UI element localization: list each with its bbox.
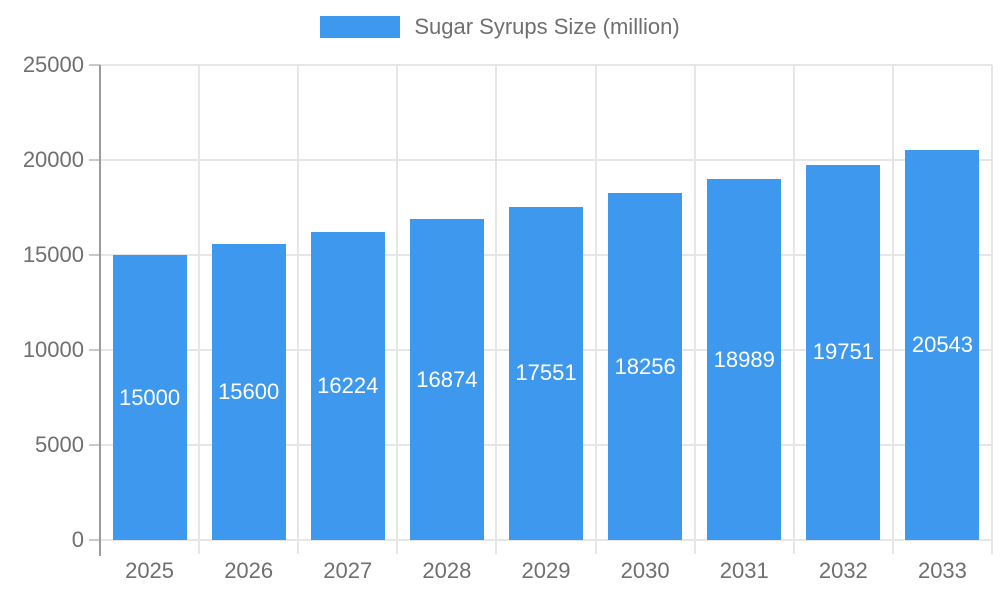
xtick-label-2031: 2031 [719, 558, 769, 583]
bar-2033: 20543 [905, 149, 980, 540]
ytick-label-25000: 25000 [22, 52, 84, 77]
xtick-label-2032: 2032 [818, 558, 868, 583]
gridline-x-2 [297, 65, 300, 554]
bar-2027: 16224 [310, 231, 385, 540]
ytick-label-15000: 15000 [22, 242, 84, 267]
bar-value-label-2030: 18256 [614, 353, 676, 379]
ytick-mark-20000 [89, 159, 100, 161]
bar-2032: 19751 [806, 164, 881, 540]
ytick-label-0: 0 [71, 527, 84, 552]
bar-value-label-2028: 16874 [416, 366, 478, 392]
gridline-x-3 [396, 65, 399, 554]
ytick-label-5000: 5000 [35, 432, 84, 457]
xtick-label-2027: 2027 [323, 558, 373, 583]
bar-value-label-2025: 15000 [118, 384, 181, 410]
bar-value-label-2031: 18989 [713, 346, 775, 372]
bar-value-label-2026: 15600 [218, 378, 280, 404]
ytick-mark-0 [89, 539, 100, 541]
legend-item-sugar-syrups[interactable]: Sugar Syrups Size (million) [320, 14, 680, 40]
bar-value-label-2032: 19751 [812, 339, 874, 365]
bar-2025: 15000 [112, 255, 187, 540]
legend-label: Sugar Syrups Size (million) [414, 14, 680, 39]
y-axis-line [99, 65, 101, 556]
gridline-x-1 [198, 65, 201, 554]
xtick-label-2030: 2030 [620, 558, 670, 583]
ytick-mark-5000 [89, 444, 100, 446]
xtick-label-2028: 2028 [422, 558, 472, 583]
ytick-mark-15000 [89, 254, 100, 256]
bar-value-label-2027: 16224 [317, 372, 379, 398]
legend-swatch [320, 16, 401, 38]
gridline-x-7 [792, 65, 795, 554]
xtick-label-2033: 2033 [917, 558, 967, 583]
xtick-label-2029: 2029 [521, 558, 571, 583]
ytick-label-20000: 20000 [22, 147, 84, 172]
bar-2029: 17551 [509, 206, 583, 540]
ytick-label-10000: 10000 [22, 337, 84, 362]
gridline-x-4 [495, 65, 498, 554]
bar-value-label-2029: 17551 [515, 360, 577, 386]
bar-2026: 15600 [211, 243, 286, 540]
legend: Sugar Syrups Size (million) [0, 14, 1000, 40]
gridline-x-5 [594, 65, 597, 554]
gridline-y-20000 [100, 159, 992, 161]
bar-2031: 18989 [707, 179, 782, 540]
xtick-label-2026: 2026 [224, 558, 274, 583]
ytick-mark-10000 [89, 349, 100, 351]
bar-2028: 16874 [409, 219, 484, 540]
gridline-x-8 [891, 65, 894, 554]
bar-value-label-2033: 20543 [911, 331, 974, 357]
gridline-y-25000 [100, 64, 992, 66]
gridline-x-9 [991, 65, 993, 554]
gridline-x-6 [693, 65, 696, 554]
xtick-label-2025: 2025 [125, 558, 175, 583]
bar-2030: 18256 [608, 193, 683, 540]
ytick-mark-25000 [89, 64, 100, 66]
gridline-y-0 [100, 539, 992, 541]
